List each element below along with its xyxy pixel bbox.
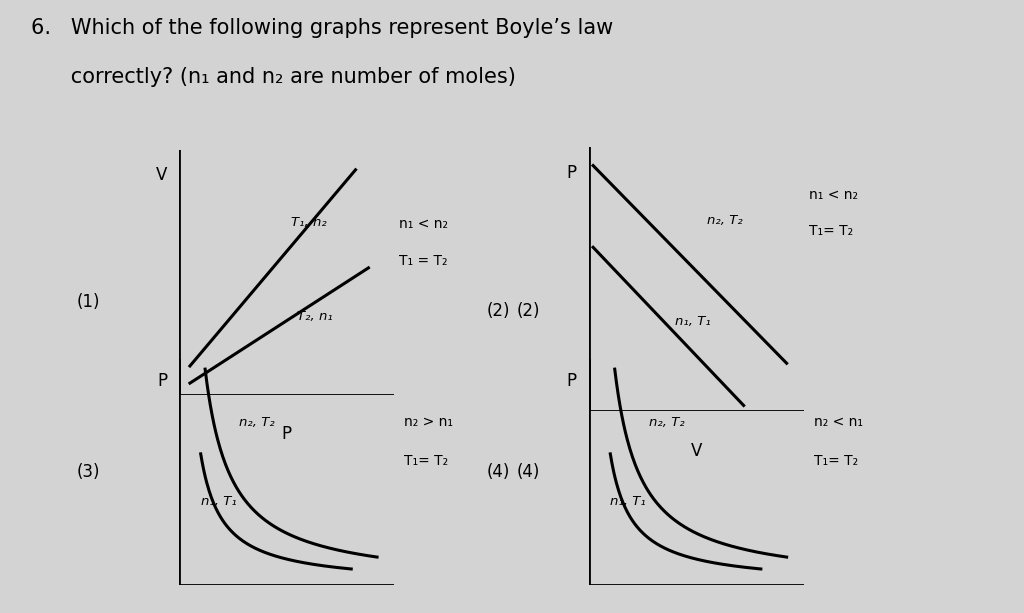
Text: V: V [157, 166, 168, 184]
Text: n₁, T₁: n₁, T₁ [201, 495, 237, 508]
Text: T₂, n₁: T₂, n₁ [297, 310, 333, 322]
Text: T₁, n₂: T₁, n₂ [291, 216, 327, 229]
Text: (3): (3) [77, 463, 100, 481]
Text: n₂, T₂: n₂, T₂ [240, 416, 275, 428]
Text: P: P [566, 164, 577, 183]
Text: n₁, T₁: n₁, T₁ [675, 314, 711, 327]
Text: (4): (4) [517, 463, 541, 481]
Text: P: P [157, 372, 167, 390]
Text: n₁ < n₂: n₁ < n₂ [399, 217, 449, 230]
Text: (4): (4) [486, 463, 510, 481]
Text: 6.   Which of the following graphs represent Boyle’s law: 6. Which of the following graphs represe… [31, 18, 613, 39]
Text: (2): (2) [517, 302, 541, 319]
Text: (2): (2) [486, 302, 510, 319]
Text: T₁= T₂: T₁= T₂ [809, 224, 853, 238]
Text: correctly? (n₁ and n₂ are number of moles): correctly? (n₁ and n₂ are number of mole… [31, 67, 516, 88]
Text: n₂ > n₁: n₂ > n₁ [404, 415, 454, 429]
Text: n₂, T₂: n₂, T₂ [707, 215, 742, 227]
Text: n₂, T₂: n₂, T₂ [649, 416, 685, 428]
Text: n₁ < n₂: n₁ < n₂ [809, 188, 858, 202]
Text: P: P [282, 425, 292, 443]
Text: V: V [690, 443, 702, 460]
Text: n₁, T₁: n₁, T₁ [610, 495, 646, 508]
Text: P: P [566, 372, 577, 390]
Text: T₁= T₂: T₁= T₂ [404, 454, 449, 468]
Text: T₁= T₂: T₁= T₂ [814, 454, 858, 468]
Text: n₂ < n₁: n₂ < n₁ [814, 415, 863, 429]
Text: T₁ = T₂: T₁ = T₂ [399, 254, 447, 267]
Text: (1): (1) [77, 293, 100, 311]
